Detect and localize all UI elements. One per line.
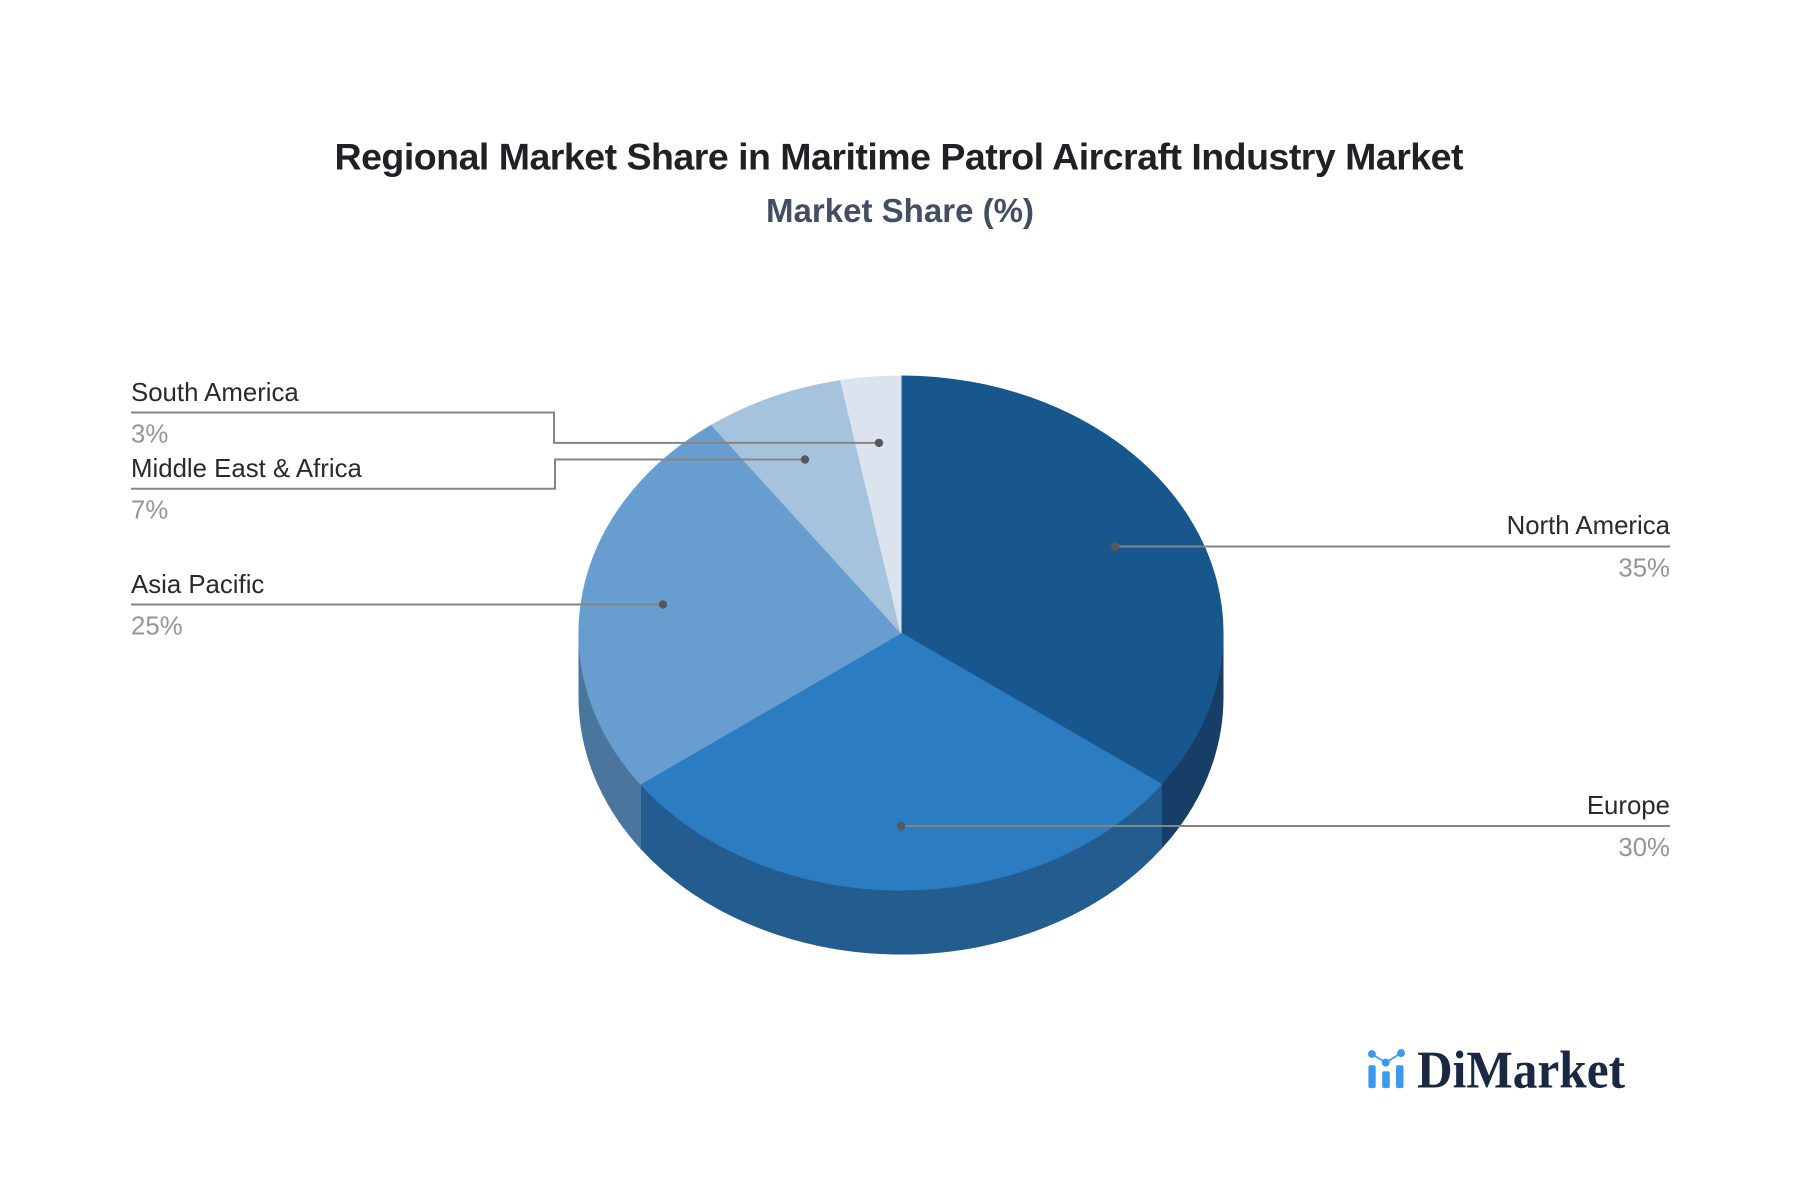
svg-text:Asia Pacific: Asia Pacific	[131, 571, 264, 599]
svg-text:Market Share (%): Market Share (%)	[766, 192, 1034, 229]
svg-text:3%: 3%	[131, 421, 168, 449]
svg-text:Middle East & Africa: Middle East & Africa	[131, 455, 362, 483]
svg-text:25%: 25%	[131, 613, 183, 641]
svg-text:DiMarket: DiMarket	[1417, 1042, 1625, 1100]
svg-text:35%: 35%	[1618, 555, 1670, 583]
svg-text:30%: 30%	[1618, 834, 1670, 862]
svg-text:Regional Market Share in Marit: Regional Market Share in Maritime Patrol…	[335, 136, 1465, 178]
svg-text:North America: North America	[1507, 512, 1671, 540]
svg-text:7%: 7%	[131, 497, 168, 525]
svg-text:South America: South America	[131, 379, 299, 407]
svg-text:Europe: Europe	[1587, 792, 1670, 820]
